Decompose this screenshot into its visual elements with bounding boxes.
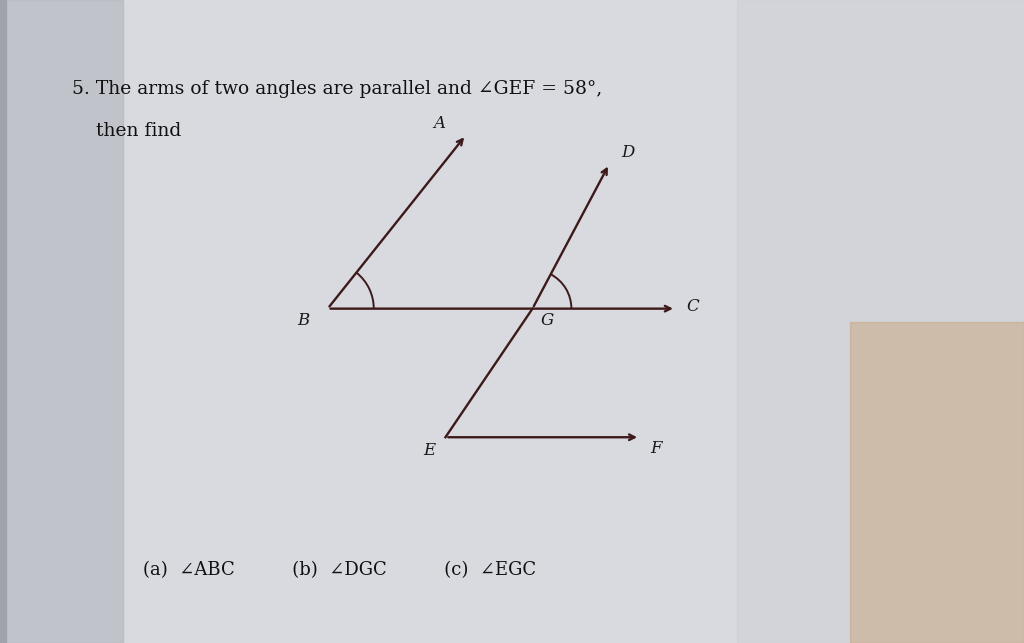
Text: A: A [433,115,445,132]
Text: C: C [686,298,698,315]
Text: G: G [541,312,554,329]
Bar [0,0,123,643]
Text: then find: then find [72,122,181,140]
Bar [0,0,6,643]
Text: D: D [622,144,635,161]
Text: F: F [650,440,662,457]
Bar [737,0,1024,643]
Text: B: B [297,312,309,329]
Text: E: E [423,442,435,459]
Bar [850,322,1024,643]
Text: (a)  ∠ABC          (b)  ∠DGC          (c)  ∠EGC: (a) ∠ABC (b) ∠DGC (c) ∠EGC [143,561,537,579]
Text: 5. The arms of two angles are parallel and ∠GEF = 58°,: 5. The arms of two angles are parallel a… [72,80,602,98]
